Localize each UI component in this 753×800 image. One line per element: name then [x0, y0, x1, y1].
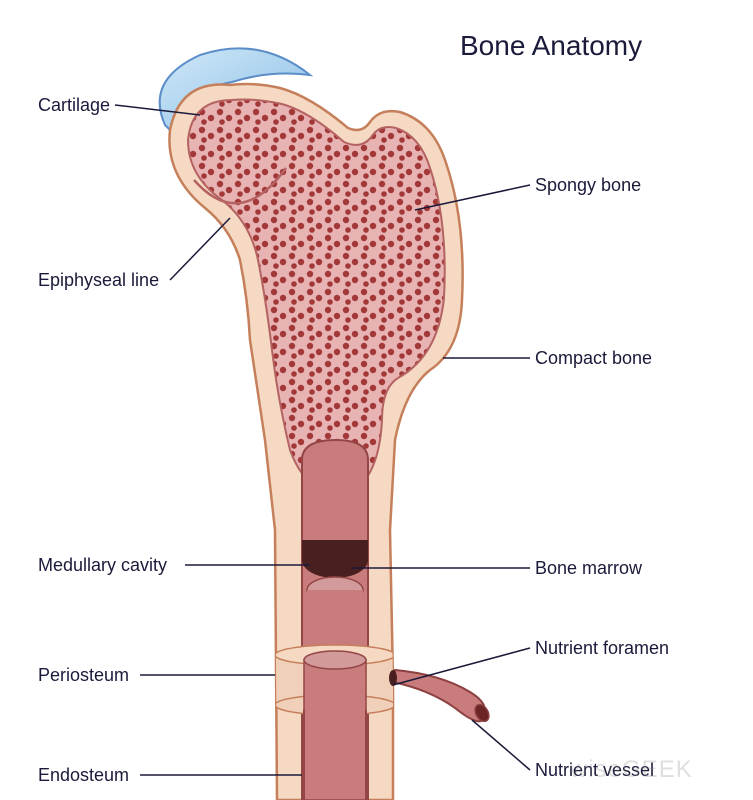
- label-bone-marrow: Bone marrow: [535, 558, 642, 579]
- label-cartilage: Cartilage: [38, 95, 110, 116]
- label-epiphyseal-line: Epiphyseal line: [38, 270, 159, 291]
- diagram-title: Bone Anatomy: [460, 30, 642, 62]
- nutrient-vessel-shape: [393, 670, 485, 721]
- diagram-canvas: Bone Anatomy Cartilage Epiphyseal line M…: [0, 0, 753, 800]
- label-periosteum: Periosteum: [38, 665, 129, 686]
- label-nutrient-foramen: Nutrient foramen: [535, 638, 669, 659]
- label-compact-bone: Compact bone: [535, 348, 652, 369]
- label-endosteum: Endosteum: [38, 765, 129, 786]
- label-spongy-bone: Spongy bone: [535, 175, 641, 196]
- label-medullary-cavity: Medullary cavity: [38, 555, 167, 576]
- spongy-bone-shape: [188, 100, 445, 495]
- watermark: wiseGEEK: [570, 756, 693, 784]
